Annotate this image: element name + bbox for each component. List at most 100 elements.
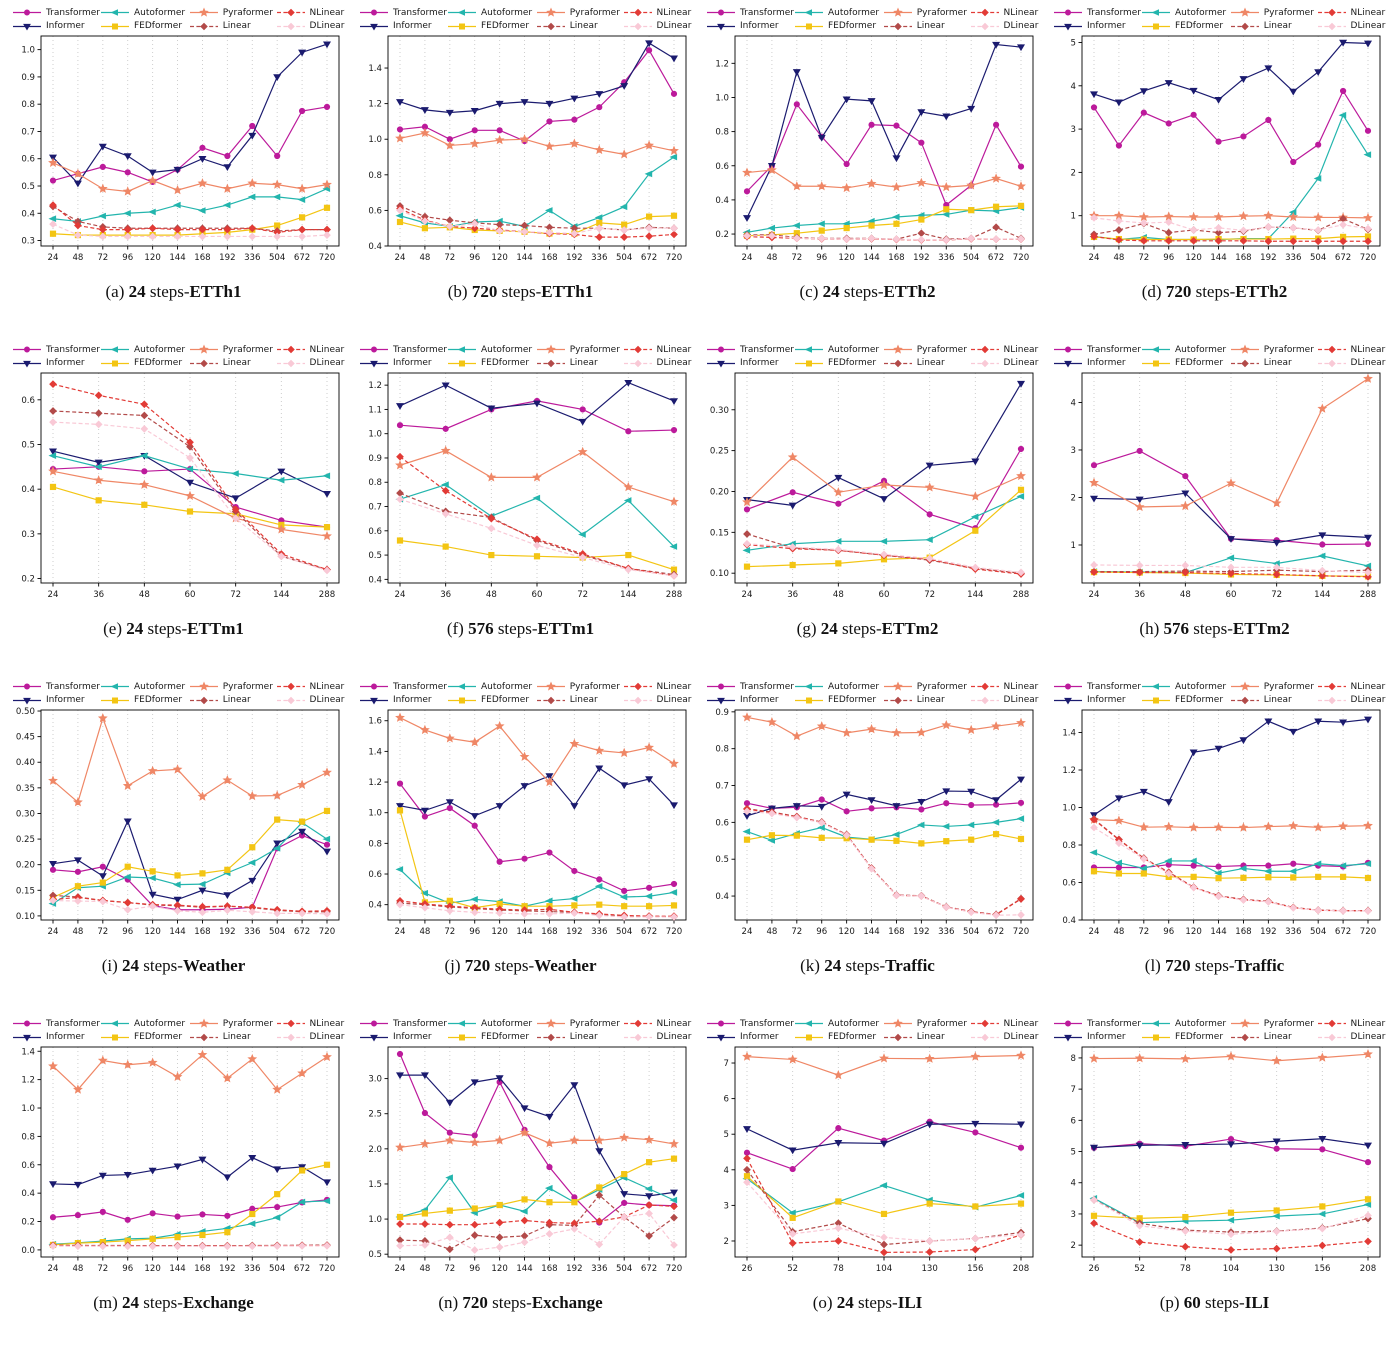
legend-column: NLinear DLinear — [1317, 681, 1386, 706]
square-marker-icon — [1142, 360, 1170, 367]
diamond-marker-icon — [1317, 22, 1346, 31]
plot-area-n: 0.5 1.0 1.5 2.0 2.5 3.0 24 48 72 96 120 144 168 192 33… — [368, 1046, 687, 1274]
triangle-left-marker-icon — [448, 1020, 476, 1027]
chart-caption-d: (d) 720 steps-ETTh2 — [1041, 282, 1388, 302]
legend-item-linear: Linear — [883, 358, 970, 370]
legend-item-autoformer: Autoformer — [100, 7, 189, 19]
x-tick-label: 208 — [1013, 1264, 1029, 1274]
series-line-informer — [52, 43, 328, 185]
x-tick-label: 168 — [194, 1264, 210, 1274]
y-tick-label: 5 — [724, 1130, 729, 1140]
legend-label: FEDformer — [828, 358, 877, 369]
legend-label: Informer — [393, 1032, 432, 1043]
series-line-transformer — [746, 798, 1022, 812]
x-tick-label: 36 — [93, 590, 104, 600]
legend-item-pyraformer: Pyraformer — [883, 1018, 970, 1030]
legend-label: Informer — [46, 1032, 85, 1043]
x-tick-label: 24 — [742, 253, 753, 263]
y-tick-label: 0.25 — [710, 447, 729, 457]
legend-item-dlinear: DLinear — [970, 358, 1039, 370]
diamond-marker-icon — [883, 22, 912, 31]
legend-column: NLinear DLinear — [276, 7, 345, 32]
chart-cell-p: Transformer Informer Autoformer FEDformer Py… — [1041, 1011, 1388, 1348]
x-tick-label: 24 — [395, 590, 406, 600]
caption-steps: 720 — [1165, 956, 1191, 975]
legend-item-transformer: Transformer — [1053, 344, 1141, 356]
y-tick-label: 0.6 — [368, 870, 382, 880]
series-line-transformer — [399, 783, 675, 892]
legend-column: Autoformer FEDformer — [100, 7, 189, 32]
series-line-autoformer — [1093, 113, 1369, 241]
series-line-informer — [399, 42, 675, 114]
series-line-dlinear — [746, 810, 1022, 916]
x-tick-label: 120 — [1185, 253, 1201, 263]
legend-column: NLinear DLinear — [1317, 1018, 1386, 1043]
legend-label: DLinear — [656, 695, 692, 706]
legend-item-linear: Linear — [883, 695, 970, 707]
legend-item-linear: Linear — [1230, 21, 1317, 33]
x-tick-label: 168 — [888, 253, 904, 263]
x-tick-label: 24 — [395, 927, 406, 937]
x-tick-label: 48 — [833, 590, 844, 600]
caption-steps-word: steps- — [841, 619, 882, 638]
legend-item-dlinear: DLinear — [276, 695, 345, 707]
series-line-pyraformer — [52, 162, 328, 193]
y-tick-label: 0.7 — [715, 782, 729, 792]
series-line-autoformer — [1093, 851, 1369, 874]
x-tick-label: 72 — [444, 253, 455, 263]
legend-item-linear: Linear — [189, 358, 276, 370]
x-tick-label: 504 — [963, 927, 979, 937]
x-tick-label: 48 — [139, 590, 150, 600]
legend-item-informer: Informer — [706, 1032, 794, 1044]
legend-column: NLinear DLinear — [276, 681, 345, 706]
legend-column: Pyraformer Linear — [883, 681, 970, 706]
caption-steps-word: steps- — [501, 282, 542, 301]
diamond-marker-icon — [536, 22, 565, 31]
legend-item-dlinear: DLinear — [623, 21, 692, 33]
legend-item-nlinear: NLinear — [276, 681, 345, 693]
triangle-left-marker-icon — [1142, 9, 1170, 16]
x-tick-label: 36 — [440, 590, 451, 600]
legend-column: Pyraformer Linear — [883, 7, 970, 32]
legend-label: NLinear — [309, 7, 345, 18]
x-tick-label: 120 — [491, 927, 507, 937]
legend-label: NLinear — [656, 7, 692, 18]
x-tick-label: 192 — [1260, 253, 1276, 263]
y-tick-label: 0.45 — [16, 733, 35, 743]
diamond-marker-icon — [970, 345, 999, 354]
legend-item-nlinear: NLinear — [623, 1018, 692, 1030]
legend-label: Linear — [569, 1032, 598, 1043]
square-marker-icon — [1142, 697, 1170, 704]
diamond-marker-icon — [883, 696, 912, 705]
legend-item-pyraformer: Pyraformer — [1230, 1018, 1317, 1030]
legend-item-informer: Informer — [706, 695, 794, 707]
legend-label: Autoformer — [134, 344, 186, 355]
legend-item-fedformer: FEDformer — [1141, 358, 1230, 370]
legend-item-transformer: Transformer — [359, 344, 447, 356]
y-tick-label: 0.4 — [368, 575, 382, 585]
legend-label: Transformer — [393, 681, 448, 692]
legend-item-pyraformer: Pyraformer — [883, 7, 970, 19]
y-tick-label: 0.4 — [715, 892, 729, 902]
caption-steps: 24 — [122, 1293, 140, 1312]
x-tick-label: 48 — [419, 1264, 430, 1274]
series-line-nlinear — [52, 204, 327, 233]
legend-item-pyraformer: Pyraformer — [536, 344, 623, 356]
series-line-dlinear — [747, 235, 1022, 241]
star-marker-icon — [189, 681, 218, 691]
diamond-marker-icon — [276, 1033, 305, 1042]
x-tick-label: 720 — [666, 1264, 682, 1274]
legend-a: Transformer Informer Autoformer FEDformer Py… — [0, 0, 347, 32]
legend-item-autoformer: Autoformer — [447, 7, 536, 19]
legend-column: Pyraformer Linear — [189, 681, 276, 706]
diamond-marker-icon — [276, 696, 305, 705]
series-line-fedformer — [746, 833, 1022, 844]
series-line-nlinear — [1093, 819, 1368, 912]
chart-cell-e: Transformer Informer Autoformer FEDformer Py… — [0, 337, 347, 674]
x-tick-label: 288 — [1013, 590, 1029, 600]
legend-label: Transformer — [46, 7, 101, 18]
diamond-marker-icon — [623, 359, 652, 368]
legend-label: DLinear — [309, 1032, 345, 1043]
caption-steps-word: steps- — [497, 619, 538, 638]
series-line-pyraformer — [746, 169, 1022, 189]
